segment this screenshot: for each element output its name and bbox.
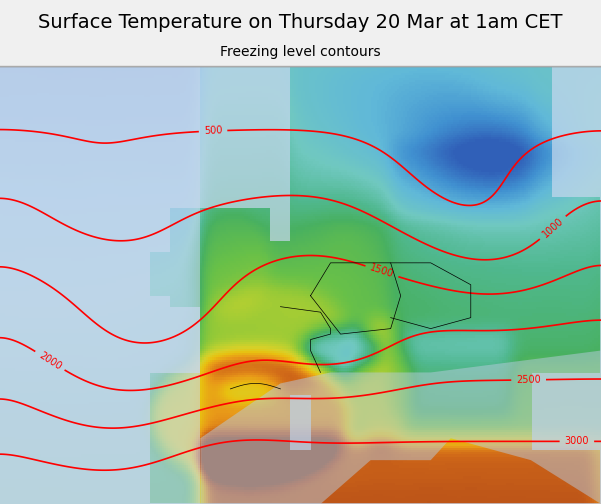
Polygon shape — [0, 66, 200, 504]
Text: Surface Temperature on Thursday 20 Mar at 1am CET: Surface Temperature on Thursday 20 Mar a… — [38, 14, 563, 32]
Text: 2000: 2000 — [37, 350, 63, 371]
Text: Freezing level contours: Freezing level contours — [220, 45, 381, 59]
Polygon shape — [200, 351, 601, 504]
Text: 2500: 2500 — [516, 374, 541, 385]
Text: 3000: 3000 — [564, 436, 589, 447]
Text: 1000: 1000 — [540, 216, 565, 239]
Text: 1500: 1500 — [368, 263, 395, 280]
Text: 500: 500 — [204, 125, 222, 137]
